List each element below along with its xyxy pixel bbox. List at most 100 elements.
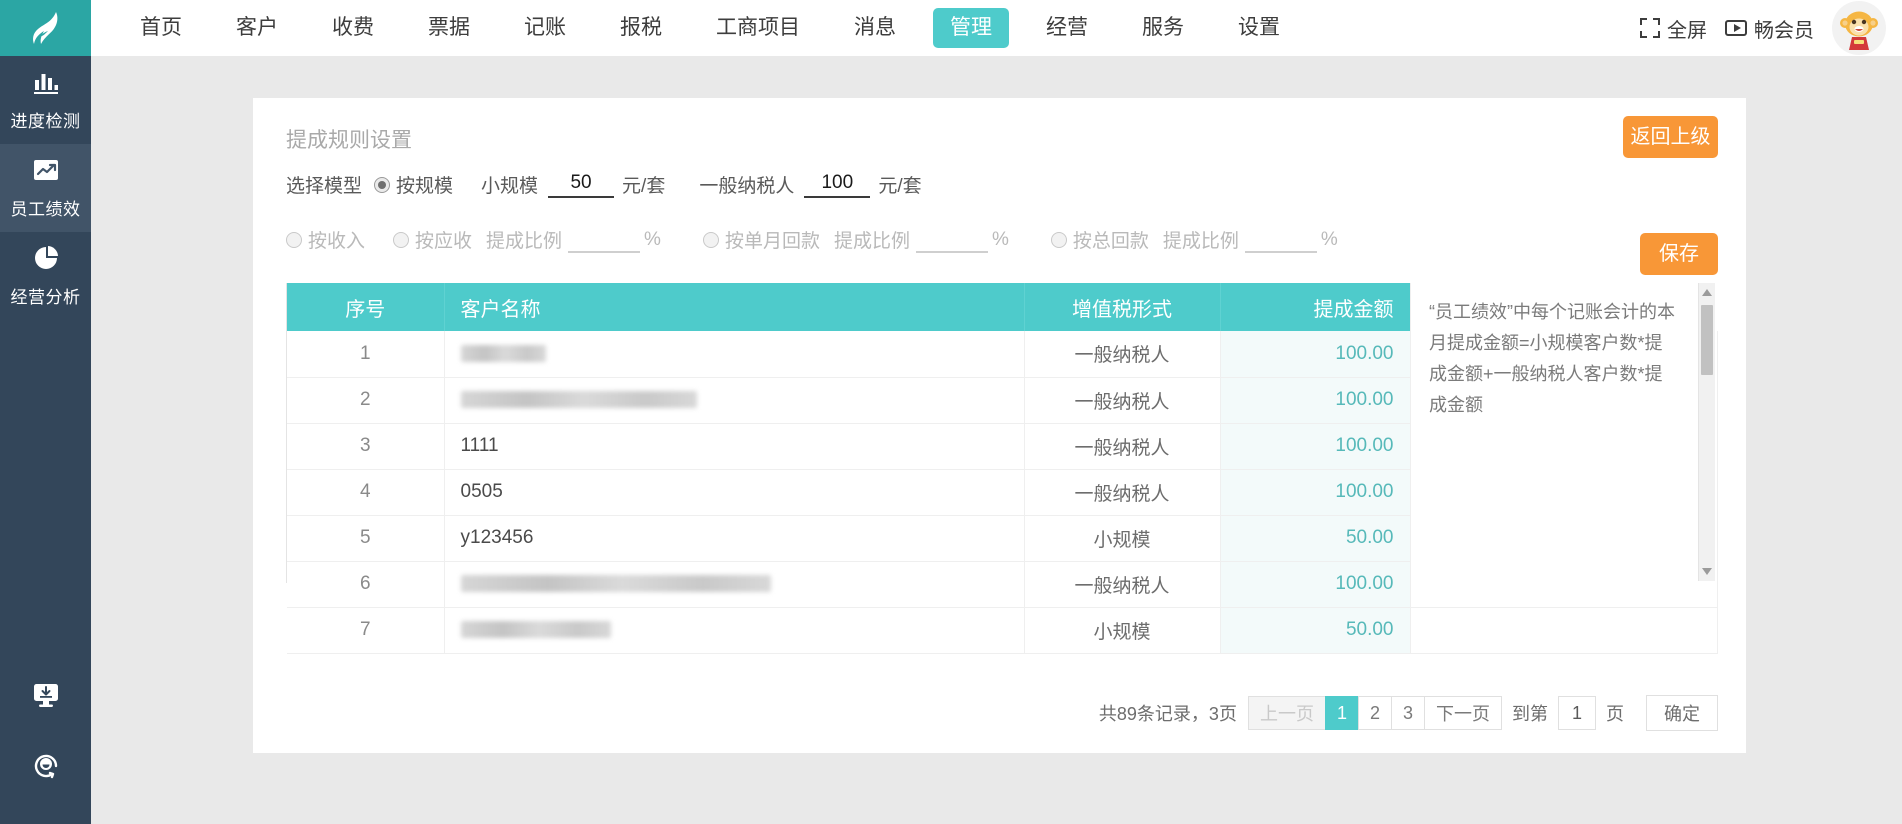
cell-formula-placeholder (1410, 607, 1718, 654)
scroll-up-icon[interactable] (1702, 289, 1712, 296)
ratio-input-2[interactable] (915, 226, 988, 253)
cell-customer-name (444, 331, 1025, 378)
page-button-2[interactable]: 2 (1357, 696, 1392, 730)
table-row[interactable]: 5 y123456 小规模 50.00 (287, 515, 1718, 562)
sidebar-item-label-0: 进度检测 (10, 112, 81, 131)
commission-table: 序号 客户名称 增值税形式 提成金额 计算公式说明 1一般纳税人100.002一… (286, 283, 1718, 654)
radio-option-0[interactable] (286, 231, 302, 248)
nav-item-3[interactable]: 票据 (428, 15, 470, 39)
nav-item-11[interactable]: 设置 (1238, 15, 1280, 39)
sidebar-item-1[interactable]: 员工绩效 (0, 144, 91, 232)
cell-vat-type: 一般纳税人 (1024, 423, 1221, 470)
sidebar-item-label-2: 经营分析 (10, 288, 81, 307)
col-header-name: 客户名称 (444, 283, 1025, 331)
scroll-down-icon[interactable] (1702, 568, 1712, 575)
nav-item-4[interactable]: 记账 (524, 15, 566, 39)
general-taxpayer-unit: 元/套 (878, 176, 922, 197)
cell-vat-type: 一般纳税人 (1024, 377, 1221, 424)
cell-no: 1 (287, 331, 445, 378)
cell-commission-amount: 100.00 (1220, 423, 1411, 470)
next-page-button[interactable]: 下一页 (1424, 696, 1502, 730)
cell-commission-amount: 100.00 (1220, 377, 1411, 424)
cell-no: 3 (287, 423, 445, 470)
general-taxpayer-input[interactable] (804, 171, 871, 198)
cell-customer-name: y123456 (444, 515, 1025, 562)
percent-sign-3: % (1320, 228, 1338, 250)
ratio-label-1: 提成比例 (486, 231, 563, 252)
top-nav-actions: 全屏 畅会员 (1640, 0, 1902, 56)
nav-item-0[interactable]: 首页 (140, 15, 182, 39)
nav-item-5[interactable]: 报税 (620, 15, 662, 39)
sidebar-item-0[interactable]: 进度检测 (0, 56, 91, 144)
percent-sign-1: % (644, 228, 661, 250)
radio-option-label-3: 按总回款 (1072, 231, 1149, 252)
ratio-input-1[interactable] (568, 226, 641, 253)
app-logo[interactable] (0, 0, 91, 56)
general-taxpayer-label: 一般纳税人 (699, 176, 795, 197)
feather-logo-icon (32, 12, 57, 44)
model-label: 选择模型 (286, 176, 363, 197)
cell-customer-name: 1111 (444, 423, 1025, 470)
small-scale-unit: 元/套 (622, 176, 666, 197)
sidebar-support-button[interactable] (0, 730, 91, 800)
sidebar-download-button[interactable] (0, 660, 91, 730)
avatar[interactable] (1832, 1, 1886, 55)
ratio-label-3: 提成比例 (1162, 231, 1239, 252)
table-scrollbar[interactable] (1698, 283, 1715, 581)
cell-vat-type: 一般纳税人 (1024, 469, 1221, 516)
fullscreen-label: 全屏 (1667, 19, 1707, 42)
main-content: 提成规则设置 返回上级 保存 选择模型 按规模 小规模 元/套 一般纳税人 元/… (91, 56, 1902, 824)
cell-vat-type: 小规模 (1024, 515, 1221, 562)
confirm-button[interactable]: 确定 (1646, 695, 1718, 731)
scrollbar-thumb[interactable] (1701, 305, 1713, 375)
nav-item-7[interactable]: 消息 (854, 15, 896, 39)
cell-no: 6 (287, 561, 445, 608)
radio-by-scale[interactable] (374, 176, 391, 193)
cell-no: 2 (287, 377, 445, 424)
top-navigation-bar: 首页 客户 收费 票据 记账 报税 工商项目 消息 管理 经营 服务 设置 全屏 畅会员 (0, 0, 1902, 56)
prev-page-button[interactable]: 上一页 (1247, 696, 1326, 730)
sidebar-item-2[interactable]: 经营分析 (0, 232, 91, 320)
nav-item-2[interactable]: 收费 (332, 15, 374, 39)
cell-vat-type: 一般纳税人 (1024, 331, 1221, 378)
member-button[interactable]: 畅会员 (1725, 14, 1814, 43)
play-icon (1725, 20, 1747, 36)
col-header-vat: 增值税形式 (1024, 283, 1221, 331)
radio-option-label-1: 按应收 (415, 231, 473, 252)
nav-item-6[interactable]: 工商项目 (716, 15, 800, 39)
nav-item-8[interactable]: 管理 (933, 7, 1009, 49)
goto-page-input[interactable] (1558, 696, 1596, 730)
top-nav-items: 首页 客户 收费 票据 记账 报税 工商项目 消息 管理 经营 服务 设置 (91, 0, 1307, 56)
trend-up-icon (32, 156, 60, 189)
page-button-1[interactable]: 1 (1324, 696, 1359, 730)
save-button[interactable]: 保存 (1640, 233, 1718, 275)
pagination-info: 共89条记录，3页 (1098, 704, 1237, 724)
page-button-3[interactable]: 3 (1390, 696, 1425, 730)
commission-rule-card: 提成规则设置 返回上级 保存 选择模型 按规模 小规模 元/套 一般纳税人 元/… (253, 98, 1746, 753)
radio-option-1[interactable] (393, 231, 410, 248)
nav-item-9[interactable]: 经营 (1046, 15, 1088, 39)
ratio-input-3[interactable] (1244, 226, 1317, 253)
table-row[interactable]: 7 小规模 50.00 (287, 607, 1718, 654)
nav-item-10[interactable]: 服务 (1142, 15, 1184, 39)
sidebar-item-label-1: 员工绩效 (10, 200, 81, 219)
cell-customer-name (444, 561, 1025, 608)
cell-customer-name (444, 607, 1025, 654)
model-row-others: 按收入 按应收 提成比例% 按单月回款 提成比例% 按总回款 提成比例% (286, 226, 1380, 253)
pagination: 共89条记录，3页 上一页 123 下一页 到第 页 确定 (1099, 695, 1718, 731)
back-button[interactable]: 返回上级 (1623, 116, 1718, 158)
small-scale-input[interactable] (548, 171, 615, 198)
ratio-label-2: 提成比例 (833, 231, 910, 252)
nav-item-1[interactable]: 客户 (236, 15, 278, 39)
redacted-text (460, 621, 611, 639)
radio-option-3[interactable] (1050, 231, 1067, 248)
radio-option-label-0: 按收入 (308, 231, 366, 252)
fullscreen-button[interactable]: 全屏 (1640, 14, 1707, 43)
cell-no: 5 (287, 515, 445, 562)
pie-chart-icon (32, 244, 60, 277)
formula-note-cell: “员工绩效”中每个记账会计的本月提成金额=小规模客户数*提成金额+一般纳税人客户… (1410, 283, 1717, 581)
small-scale-label: 小规模 (481, 176, 539, 197)
left-sidebar: 进度检测员工绩效经营分析 (0, 56, 91, 824)
radio-option-2[interactable] (702, 231, 719, 248)
radio-option-label-2: 按单月回款 (724, 231, 820, 252)
